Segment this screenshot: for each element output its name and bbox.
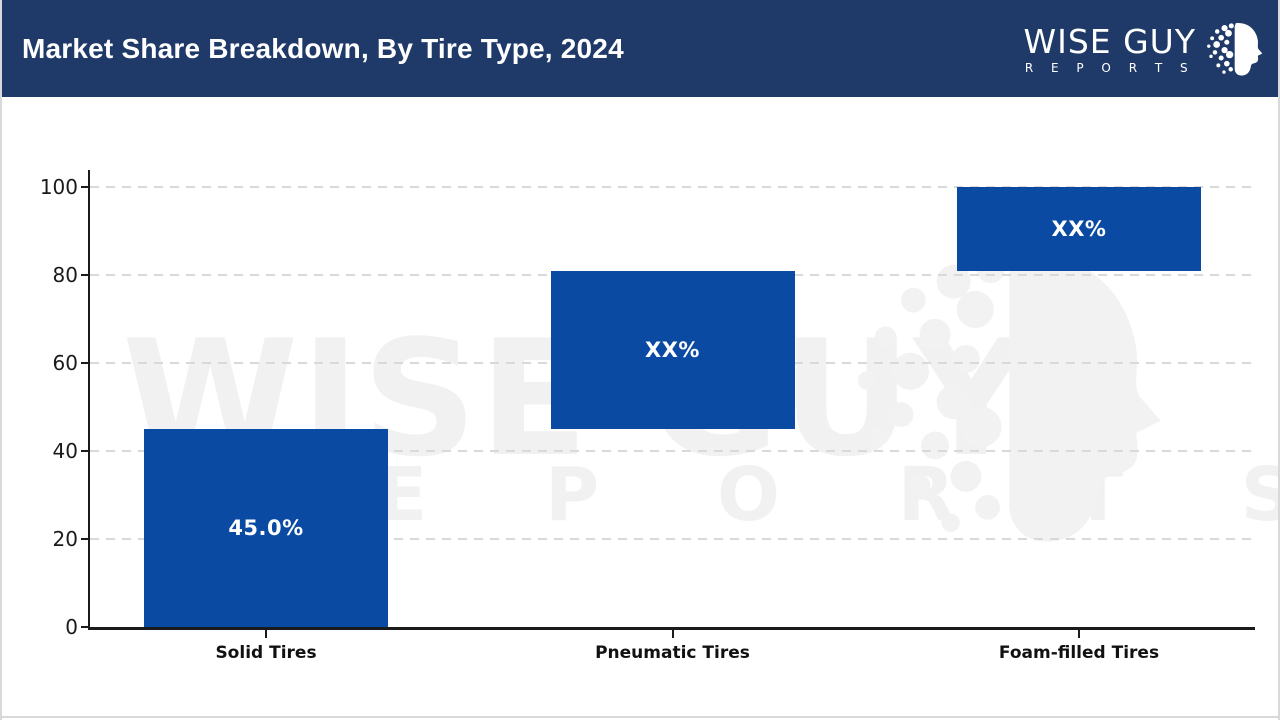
x-tick-mark — [265, 630, 267, 638]
gridline — [90, 186, 1255, 188]
bar-solid-tires: 45.0% — [144, 429, 388, 627]
y-tick-mark — [81, 274, 90, 276]
y-tick-mark — [81, 362, 90, 364]
header-bar: Market Share Breakdown, By Tire Type, 20… — [2, 0, 1278, 97]
y-tick-label: 60 — [52, 351, 78, 375]
logo-wordmark: WISE GUY — [1023, 21, 1196, 61]
x-axis-label-solid-tires: Solid Tires — [215, 643, 317, 663]
y-axis-line — [88, 170, 90, 630]
bar-foam-filled-tires: XX% — [957, 187, 1201, 271]
logo: WISE GUY R E P O R T S — [1023, 8, 1264, 90]
gridline — [90, 538, 1255, 540]
y-tick-label: 40 — [52, 439, 78, 463]
logo-text: WISE GUY R E P O R T S — [1023, 25, 1196, 74]
y-tick-label: 20 — [52, 527, 78, 551]
y-tick-mark — [81, 538, 90, 540]
y-tick-label: 100 — [39, 175, 78, 199]
x-tick-mark — [1078, 630, 1080, 638]
dotted-head-profile-icon — [1207, 22, 1263, 76]
logo-subtext: R E P O R T S — [1024, 60, 1195, 75]
bar-value-label: 45.0% — [228, 516, 304, 540]
x-axis-label-pneumatic-tires: Pneumatic Tires — [595, 643, 750, 663]
chart-area: WISE GUY R E P O R T S 0 20 40 60 80 100 45.0%… — [2, 97, 1278, 720]
figure-bottom-border — [2, 716, 1278, 718]
y-tick-mark — [81, 626, 90, 628]
x-tick-mark — [671, 630, 674, 638]
page-title: Market Share Breakdown, By Tire Type, 20… — [22, 32, 624, 64]
bar-value-label: XX% — [645, 337, 700, 362]
y-tick-mark — [81, 186, 90, 188]
x-axis-line — [88, 627, 1255, 630]
y-tick-mark — [81, 450, 90, 452]
y-tick-label: 0 — [65, 615, 78, 639]
bar-value-label: XX% — [1051, 216, 1107, 241]
gridline — [90, 450, 1255, 452]
bar-pneumatic-tires: XX% — [550, 270, 795, 429]
y-tick-label: 80 — [52, 263, 78, 287]
x-axis-label-foam-filled-tires: Foam-filled Tires — [998, 643, 1160, 663]
